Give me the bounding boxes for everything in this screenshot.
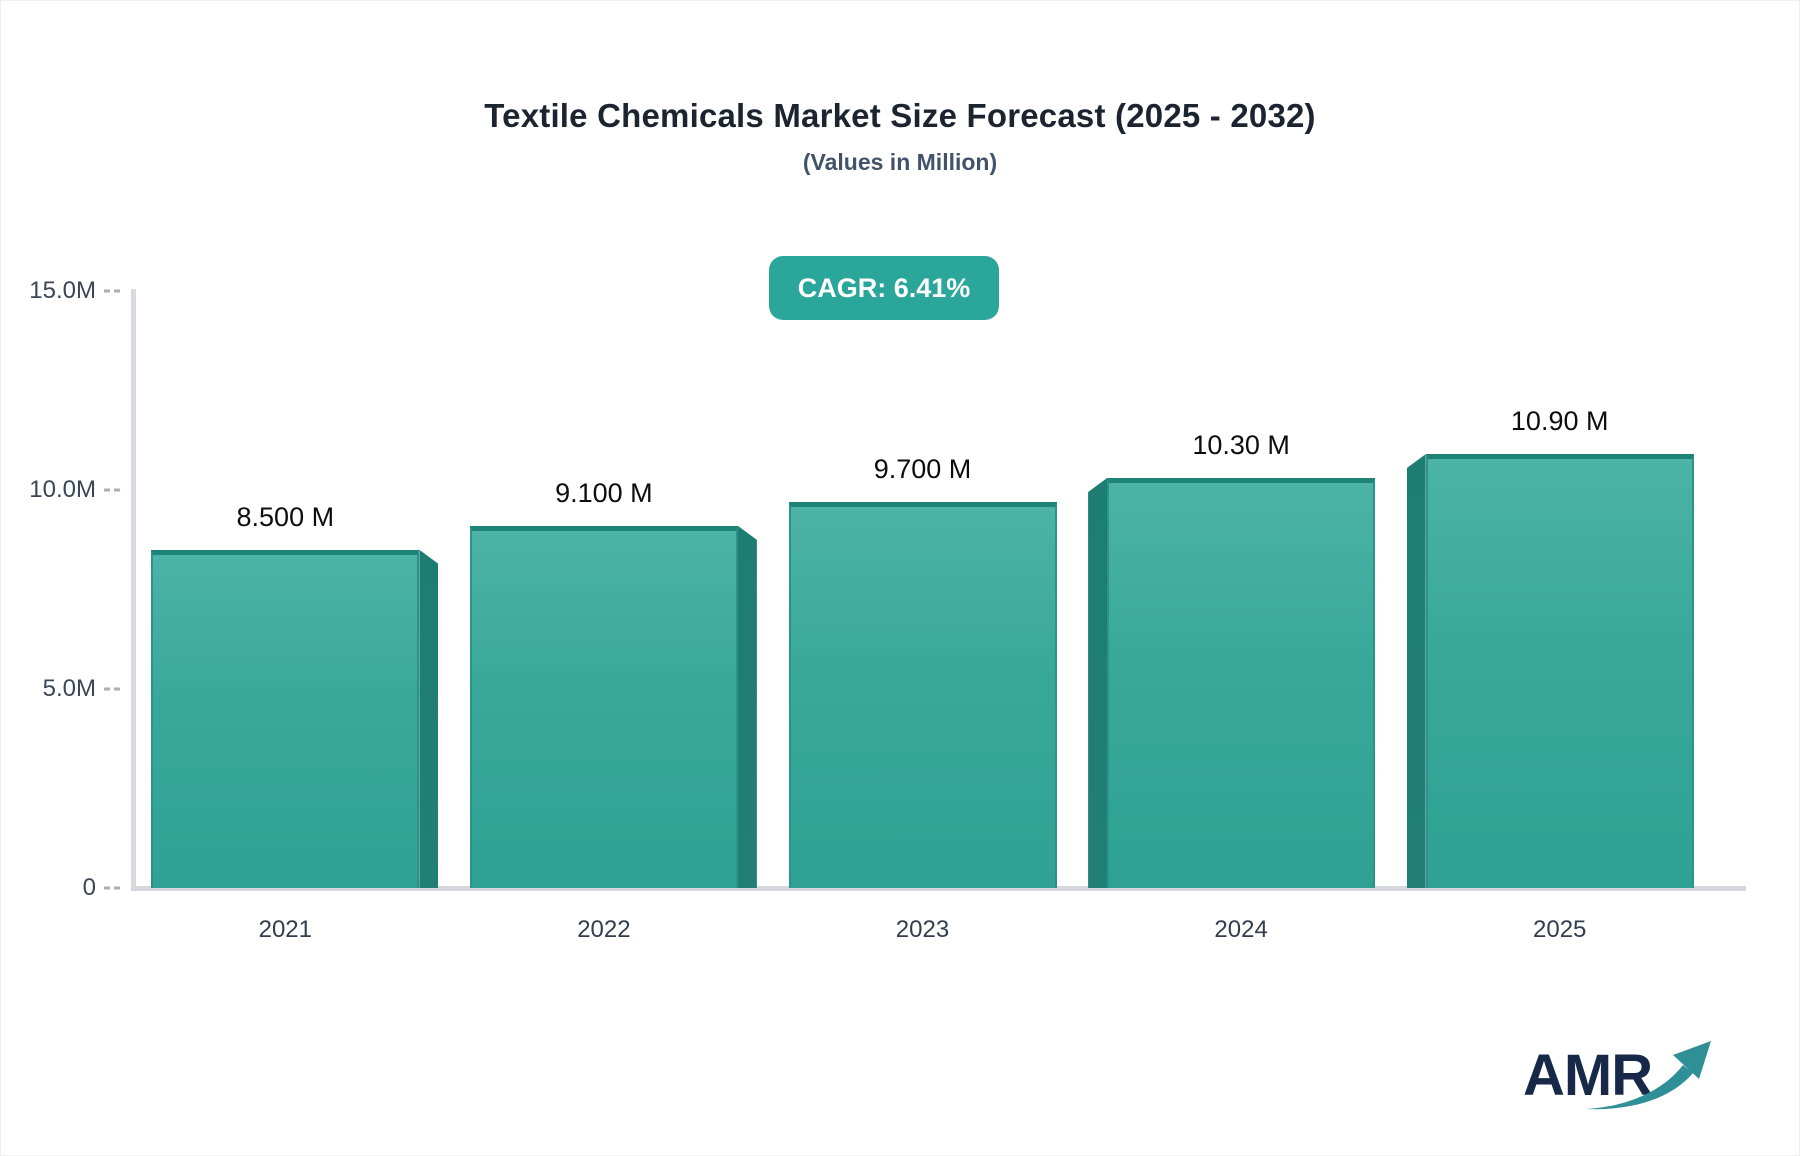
- x-axis-label: 2023: [895, 916, 950, 943]
- y-axis-tick-mark: [104, 687, 120, 691]
- x-axis-label: 2021: [258, 916, 312, 943]
- growth-arrow-icon: [1585, 1041, 1711, 1110]
- cagr-badge-label: CAGR: 6.41%: [797, 272, 971, 303]
- chart-title: Textile Chemicals Market Size Forecast (…: [484, 97, 1316, 134]
- bar-value-label: 8.500 M: [236, 501, 335, 532]
- bar-3d-side: [419, 549, 439, 888]
- y-axis-tick-label: 5.0M: [42, 675, 96, 702]
- amr-logo-text: AMR: [1523, 1043, 1652, 1108]
- chart-subtitle: (Values in Million): [802, 149, 998, 175]
- bar-3d-side: [1406, 454, 1426, 888]
- y-axis-tick-label: 15.0M: [29, 277, 96, 304]
- bar-value-label: 10.90 M: [1510, 406, 1609, 437]
- bar-2025: [1425, 454, 1694, 888]
- y-axis-tick-label: 10.0M: [29, 476, 96, 503]
- bar-2021: [151, 549, 420, 888]
- amr-logo: AMR: [1523, 1041, 1711, 1110]
- bar-value-label: 10.30 M: [1192, 430, 1290, 461]
- bar-2024: [1107, 478, 1376, 888]
- x-axis-label: 2022: [577, 916, 631, 943]
- bar-3d-side: [1088, 478, 1108, 888]
- bar-3d-side: [737, 525, 757, 888]
- x-axis-label: 2025: [1532, 916, 1587, 943]
- y-axis-tick-label: 0: [82, 874, 96, 901]
- cagr-badge: CAGR: 6.41%: [769, 256, 999, 320]
- y-axis-tick-mark: [104, 886, 120, 890]
- y-axis-tick-mark: [104, 488, 120, 492]
- bar-value-label: 9.100 M: [555, 477, 653, 508]
- bar-2022: [469, 525, 738, 888]
- y-axis-tick-mark: [104, 289, 120, 293]
- bar-2023: [788, 501, 1057, 888]
- y-axis-line: [131, 289, 136, 890]
- bar-value-label: 9.700 M: [873, 453, 972, 484]
- x-axis-line: [131, 886, 1746, 891]
- x-axis-label: 2024: [1214, 916, 1268, 943]
